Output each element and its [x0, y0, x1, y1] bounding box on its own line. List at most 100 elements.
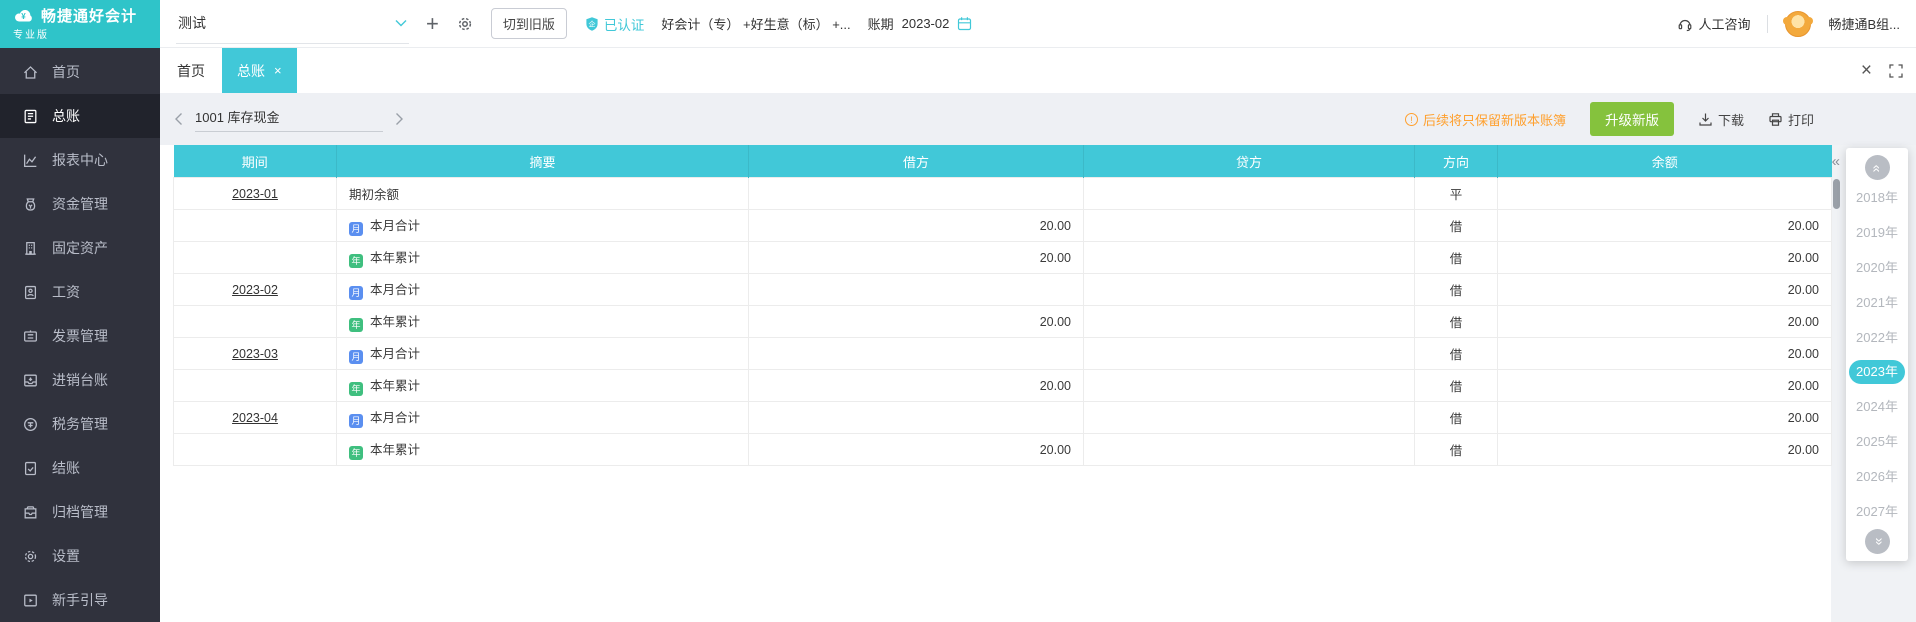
col-credit: 贷方 [1083, 145, 1415, 178]
year-option[interactable]: 2020年 [1856, 260, 1898, 275]
sidebar-item-guide[interactable]: 新手引导 [0, 578, 160, 622]
cell-balance: 20.00 [1497, 241, 1832, 274]
sidebar-item-label: 工资 [52, 284, 80, 300]
cell-credit [1083, 241, 1415, 274]
year-scroll-down-button[interactable]: « [1864, 529, 1890, 554]
cell-credit [1083, 209, 1415, 242]
table-row[interactable]: 2023-03 月本月合计 借 20.00 [173, 337, 1832, 370]
period-link[interactable]: 2023-02 [232, 282, 278, 297]
year-option[interactable]: 2018年 [1856, 190, 1898, 205]
assets-icon [22, 240, 39, 257]
table-row[interactable]: 2023-01 期初余额 平 [173, 177, 1832, 210]
year-tag-icon: 年 [349, 446, 363, 460]
year-option[interactable]: 2025年 [1856, 434, 1898, 449]
cell-balance: 20.00 [1497, 401, 1832, 434]
cell-period[interactable]: 2023-03 [173, 337, 337, 370]
table-scrollbar-thumb[interactable] [1833, 179, 1840, 209]
tab-close-icon[interactable]: × [274, 63, 282, 78]
add-account-button[interactable]: + [426, 10, 439, 36]
sidebar-item-home[interactable]: 首页 [0, 50, 160, 94]
upgrade-notice: ! 后续将只保留新版本账簿 [1404, 110, 1566, 129]
cell-period[interactable]: 2023-04 [173, 401, 337, 434]
table-row[interactable]: 年本年累计 20.00 借 20.00 [173, 305, 1832, 338]
year-option[interactable]: 2022年 [1856, 330, 1898, 345]
cell-balance: 20.00 [1497, 337, 1832, 370]
sidebar-item-ledger[interactable]: 总账 [0, 94, 160, 138]
cell-direction: 借 [1414, 209, 1498, 242]
sidebar-item-report[interactable]: 报表中心 [0, 138, 160, 182]
cell-credit [1083, 433, 1415, 466]
sidebar-item-funds[interactable]: 资金管理 [0, 182, 160, 226]
fullscreen-icon[interactable] [1889, 63, 1903, 78]
year-option[interactable]: 2019年 [1856, 225, 1898, 240]
table-row[interactable]: 年本年累计 20.00 借 20.00 [173, 369, 1832, 402]
sidebar-item-label: 发票管理 [52, 328, 108, 344]
prev-account-icon[interactable] [174, 112, 183, 126]
tab-general-ledger[interactable]: 总账 × [222, 48, 297, 93]
cell-credit [1083, 177, 1415, 210]
account-set-selector[interactable]: 测试 [176, 4, 409, 44]
col-period: 期间 [173, 145, 337, 178]
sidebar-item-trade[interactable]: 进销台账 [0, 358, 160, 402]
sidebar-item-label: 结账 [52, 460, 80, 476]
period-link[interactable]: 2023-01 [232, 186, 278, 201]
table-row[interactable]: 2023-04 月本月合计 借 20.00 [173, 401, 1832, 434]
cell-direction: 借 [1414, 369, 1498, 402]
cell-credit [1083, 305, 1415, 338]
main-content: 首页 总账 × × 1001 库存现金 [160, 48, 1916, 622]
table-row[interactable]: 月本月合计 20.00 借 20.00 [173, 209, 1832, 242]
cell-debit [748, 273, 1084, 306]
collapse-year-panel-icon[interactable]: « [1831, 153, 1840, 170]
closing-icon [22, 460, 39, 477]
period-selector[interactable]: 账期 2023-02 [868, 14, 973, 33]
sidebar-item-assets[interactable]: 固定资产 [0, 226, 160, 270]
year-scroll-up-button[interactable]: « [1864, 155, 1890, 180]
printer-icon [1768, 112, 1783, 127]
upgrade-button[interactable]: 升级新版 [1589, 102, 1674, 136]
year-option[interactable]: 2024年 [1856, 399, 1898, 414]
sidebar-item-salary[interactable]: 工资 [0, 270, 160, 314]
sidebar-item-settings[interactable]: 设置 [0, 534, 160, 578]
tab-home[interactable]: 首页 [177, 62, 205, 79]
cell-balance: 20.00 [1497, 209, 1832, 242]
account-select[interactable]: 1001 库存现金 [195, 107, 383, 132]
sidebar-item-invoice[interactable]: 发票管理 [0, 314, 160, 358]
period-link[interactable]: 2023-03 [232, 346, 278, 361]
year-option[interactable]: 2026年 [1856, 469, 1898, 484]
cell-credit [1083, 337, 1415, 370]
svg-text:¥: ¥ [21, 12, 26, 21]
sidebar-item-label: 进销台账 [52, 372, 108, 388]
cell-period[interactable]: 2023-02 [173, 273, 337, 306]
year-option-selected[interactable]: 2023年 [1849, 360, 1905, 384]
year-option[interactable]: 2021年 [1856, 295, 1898, 310]
cell-credit [1083, 401, 1415, 434]
cell-balance: 20.00 [1497, 305, 1832, 338]
sidebar-item-archive[interactable]: 归档管理 [0, 490, 160, 534]
download-button[interactable]: 下载 [1698, 110, 1744, 129]
sidebar-item-tax[interactable]: 税务管理 [0, 402, 160, 446]
sidebar-item-label: 首页 [52, 64, 80, 80]
switch-old-version-button[interactable]: 切到旧版 [490, 8, 567, 39]
next-account-icon[interactable] [395, 112, 404, 126]
sidebar-item-closing[interactable]: 结账 [0, 446, 160, 490]
period-value: 2023-02 [901, 16, 950, 31]
table-row[interactable]: 2023-02 月本月合计 借 20.00 [173, 273, 1832, 306]
table-row[interactable]: 年本年累计 20.00 借 20.00 [173, 241, 1832, 274]
brand-title: 畅捷通好会计 [41, 8, 138, 25]
cell-period[interactable]: 2023-01 [173, 177, 337, 210]
month-tag-icon: 月 [349, 222, 363, 236]
settings-gear-icon[interactable] [456, 15, 474, 33]
close-icon[interactable]: × [1860, 60, 1872, 81]
period-link[interactable]: 2023-04 [232, 410, 278, 425]
year-option[interactable]: 2027年 [1856, 504, 1898, 519]
username[interactable]: 畅捷通B组... [1828, 17, 1900, 32]
certified-badge[interactable]: 企 已认证 [584, 14, 644, 34]
user-avatar[interactable] [1783, 10, 1814, 37]
cell-period [173, 241, 337, 274]
cell-direction: 借 [1414, 305, 1498, 338]
support-link[interactable]: 人工咨询 [1677, 14, 1750, 33]
table-row[interactable]: 年本年累计 20.00 借 20.00 [173, 433, 1832, 466]
print-button[interactable]: 打印 [1768, 110, 1814, 129]
month-tag-icon: 月 [349, 286, 363, 300]
cell-debit: 20.00 [748, 241, 1084, 274]
